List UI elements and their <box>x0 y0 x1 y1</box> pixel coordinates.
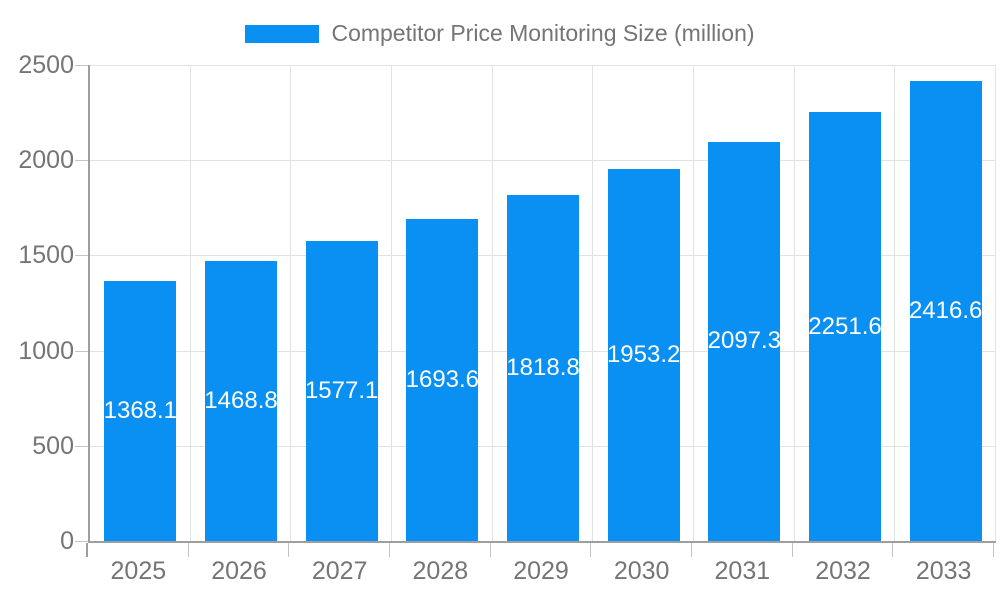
h-gridline <box>90 160 996 162</box>
x-axis-tick-label: 2027 <box>311 557 368 585</box>
v-gridline <box>894 65 896 541</box>
bar-2029[interactable]: 1818.8 <box>506 194 580 541</box>
y-axis-tick-mark <box>75 541 88 542</box>
y-axis-tick-label: 500 <box>32 431 74 460</box>
x-axis-tick-label: 2030 <box>613 557 670 585</box>
x-axis-tick-label: 2025 <box>110 557 167 585</box>
y-axis-tick-mark <box>75 65 88 66</box>
y-axis-tick-mark <box>75 350 88 352</box>
x-axis-tick-mark <box>86 543 88 557</box>
x-axis-tick-mark <box>288 543 290 557</box>
x-axis-tick-mark <box>892 543 894 557</box>
bar-value-label: 1368.1 <box>103 396 178 424</box>
bar-2032[interactable]: 2251.6 <box>808 112 882 541</box>
y-axis-tick-label: 1000 <box>18 336 74 365</box>
bar-value-label: 2097.3 <box>707 327 782 355</box>
bar-value-label: 1953.2 <box>606 341 681 369</box>
v-gridline <box>592 65 594 541</box>
v-gridline <box>793 65 795 541</box>
x-axis-tick-mark <box>590 543 592 557</box>
v-gridline <box>290 65 292 541</box>
h-gridline <box>90 65 996 66</box>
x-axis-tick-mark <box>187 543 189 557</box>
bar-value-label: 2251.6 <box>808 312 882 340</box>
bar-value-label: 1818.8 <box>506 353 580 381</box>
v-gridline <box>995 65 996 541</box>
x-axis-tick-mark <box>791 543 793 557</box>
bar-value-label: 1693.6 <box>405 365 480 393</box>
x-axis-tick-label: 2029 <box>513 557 569 585</box>
y-axis-tick-label: 1500 <box>18 241 74 270</box>
v-gridline <box>189 65 191 541</box>
y-axis-tick-mark <box>75 445 88 447</box>
y-axis-tick-mark <box>75 255 88 257</box>
plot-area: 1368.1 1468.8 1577.1 1693.6 1818.8 1953.2 2097… <box>88 65 996 543</box>
x-axis-tick-label: 2032 <box>815 557 871 585</box>
y-axis-tick-label: 2500 <box>18 51 74 79</box>
x-axis-tick-label: 2031 <box>714 557 771 585</box>
x-axis-tick-mark <box>389 543 390 557</box>
x-axis-tick-label: 2026 <box>211 557 267 585</box>
v-gridline <box>391 65 392 541</box>
bar-2025[interactable]: 1368.1 <box>103 280 178 541</box>
bar-value-label: 1577.1 <box>304 376 379 404</box>
legend[interactable]: Competitor Price Monitoring Size (millio… <box>0 20 1000 47</box>
y-axis-tick-mark <box>75 160 88 162</box>
x-axis-tick-mark <box>489 543 491 557</box>
bar-2033[interactable]: 2416.6 <box>908 80 983 541</box>
bar-2028[interactable]: 1693.6 <box>405 218 480 541</box>
v-gridline <box>693 65 694 541</box>
x-axis-tick-mark <box>691 543 692 557</box>
x-axis-tick-label: 2033 <box>915 557 972 585</box>
bar-2031[interactable]: 2097.3 <box>707 141 782 541</box>
v-gridline <box>491 65 493 541</box>
x-axis-tick-mark <box>993 543 994 557</box>
bar-value-label: 1468.8 <box>204 387 278 415</box>
legend-swatch[interactable] <box>245 24 320 43</box>
bar-2030[interactable]: 1953.2 <box>606 169 681 541</box>
bar-2026[interactable]: 1468.8 <box>204 261 278 541</box>
y-axis-tick-label: 2000 <box>18 146 74 175</box>
y-axis-tick-label: 0 <box>60 527 74 555</box>
legend-label[interactable]: Competitor Price Monitoring Size (millio… <box>331 20 755 46</box>
x-axis-tick-label: 2028 <box>412 557 469 585</box>
bar-2027[interactable]: 1577.1 <box>304 240 379 541</box>
bar-value-label: 2416.6 <box>908 296 983 324</box>
